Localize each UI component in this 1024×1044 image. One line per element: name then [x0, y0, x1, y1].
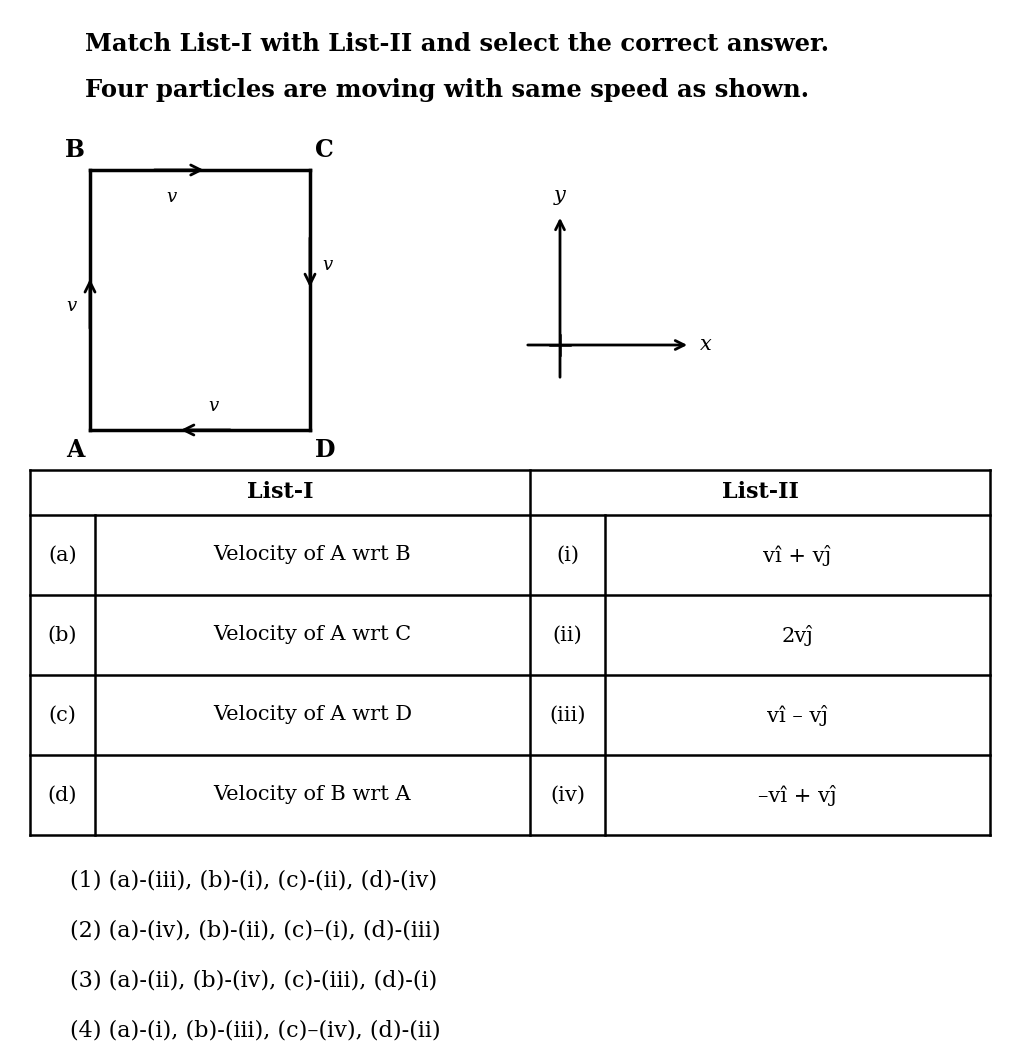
Text: (4) (a)-(i), (b)-(iii), (c)–(iv), (d)-(ii): (4) (a)-(i), (b)-(iii), (c)–(iv), (d)-(i… [70, 1020, 440, 1042]
Text: Four particles are moving with same speed as shown.: Four particles are moving with same spee… [85, 78, 809, 102]
Text: x: x [700, 335, 712, 355]
Text: (3) (a)-(ii), (b)-(iv), (c)-(iii), (d)-(i): (3) (a)-(ii), (b)-(iv), (c)-(iii), (d)-(… [70, 970, 437, 992]
Text: y: y [554, 186, 566, 205]
Text: (i): (i) [556, 546, 579, 565]
Text: Velocity of A wrt D: Velocity of A wrt D [213, 706, 412, 725]
Text: List-II: List-II [722, 481, 799, 503]
Text: List-I: List-I [247, 481, 313, 503]
Text: Velocity of B wrt A: Velocity of B wrt A [214, 785, 412, 805]
Text: v: v [167, 188, 177, 206]
Text: 2vĵ: 2vĵ [781, 624, 813, 645]
Text: vî – vĵ: vî – vĵ [767, 705, 828, 726]
Text: v: v [66, 298, 76, 315]
Text: (ii): (ii) [553, 625, 583, 644]
Text: (d): (d) [48, 785, 77, 805]
Text: Velocity of A wrt C: Velocity of A wrt C [213, 625, 412, 644]
Text: (1) (a)-(iii), (b)-(i), (c)-(ii), (d)-(iv): (1) (a)-(iii), (b)-(i), (c)-(ii), (d)-(i… [70, 870, 437, 892]
Text: vî + vĵ: vî + vĵ [764, 545, 831, 566]
Text: Match List-I with List-II and select the correct answer.: Match List-I with List-II and select the… [85, 32, 829, 56]
Text: –vî + vĵ: –vî + vĵ [758, 784, 837, 806]
Text: v: v [208, 397, 218, 416]
Text: (c): (c) [48, 706, 77, 725]
Text: (b): (b) [48, 625, 77, 644]
Text: A: A [67, 438, 85, 462]
Text: C: C [315, 138, 334, 162]
Text: (a): (a) [48, 546, 77, 565]
Text: B: B [66, 138, 85, 162]
Text: D: D [315, 438, 336, 462]
Text: (iv): (iv) [550, 785, 585, 805]
Text: (iii): (iii) [549, 706, 586, 725]
Text: Velocity of A wrt B: Velocity of A wrt B [214, 546, 412, 565]
Text: v: v [322, 256, 332, 274]
Text: (2) (a)-(iv), (b)-(ii), (c)–(i), (d)-(iii): (2) (a)-(iv), (b)-(ii), (c)–(i), (d)-(ii… [70, 920, 440, 942]
